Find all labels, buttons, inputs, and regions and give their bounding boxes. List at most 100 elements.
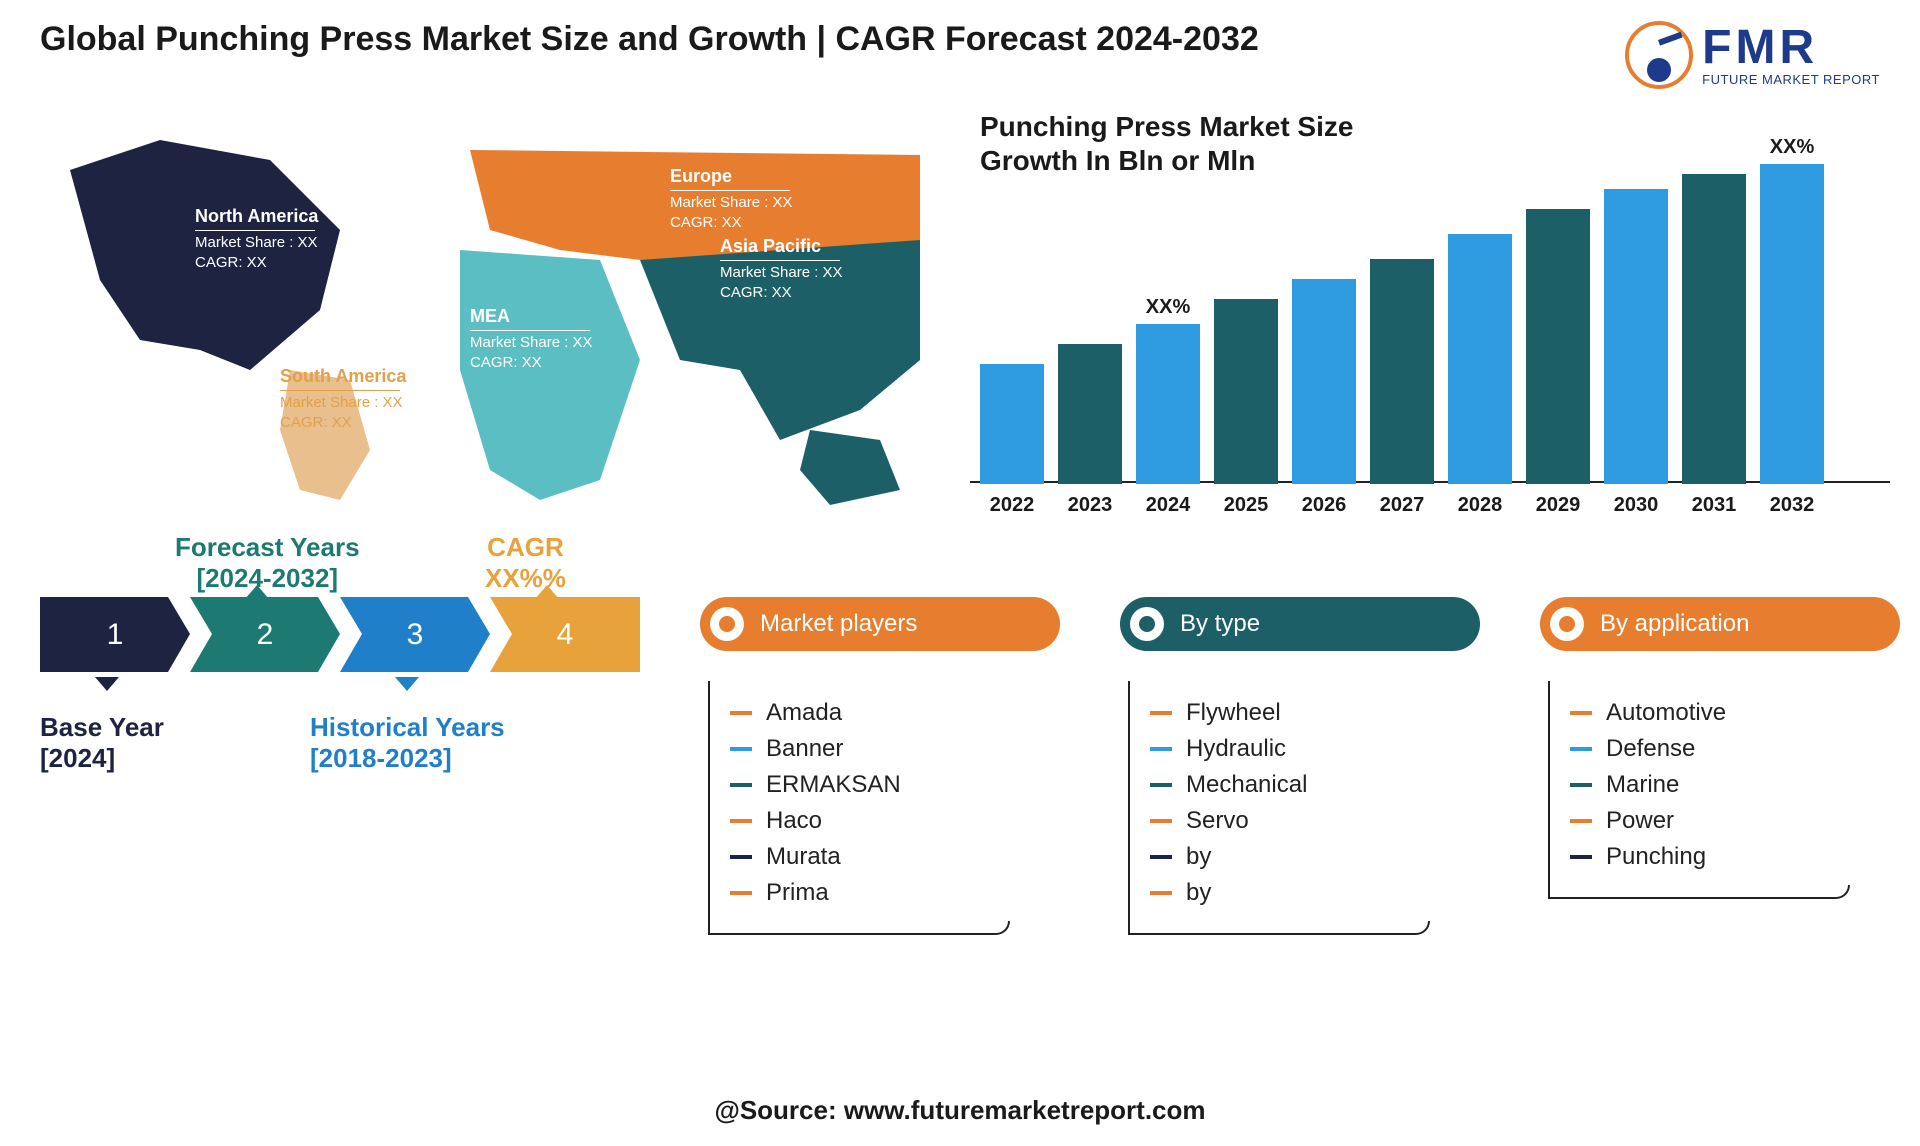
bullet-icon — [730, 855, 752, 859]
page-title: Global Punching Press Market Size and Gr… — [40, 20, 1259, 59]
list-item: Mechanical — [1150, 771, 1470, 799]
list-item: Banner — [730, 735, 1050, 763]
category-pill: Market players — [700, 597, 1060, 651]
pill-dot-icon — [710, 607, 744, 641]
list-item: Prima — [730, 879, 1050, 907]
bar-rect — [980, 364, 1044, 484]
region-cagr: CAGR: XX — [195, 254, 267, 271]
bar-2032: XX%2032 — [1760, 164, 1824, 517]
category-pill: By application — [1540, 597, 1900, 651]
region-name: North America — [195, 205, 318, 228]
world-map: North AmericaMarket Share : XXCAGR: XXSo… — [40, 110, 940, 510]
source-attribution: @Source: www.futuremarketreport.com — [0, 1095, 1920, 1126]
bullet-icon — [1150, 747, 1172, 751]
bar-year-label: 2023 — [1068, 494, 1113, 517]
bar-2031: 2031 — [1682, 174, 1746, 517]
bar-2025: 2025 — [1214, 299, 1278, 517]
bar-2029: 2029 — [1526, 209, 1590, 517]
region-cagr: CAGR: XX — [280, 414, 352, 431]
bar-chart: Punching Press Market Size Growth In Bln… — [980, 110, 1880, 517]
bar-rect — [1214, 299, 1278, 484]
timeline-step-number: 4 — [557, 618, 574, 652]
bar-2026: 2026 — [1292, 279, 1356, 517]
region-name: Europe — [670, 165, 793, 188]
logo-text: FMR — [1702, 24, 1880, 72]
bullet-icon — [1150, 891, 1172, 895]
list-item-text: Amada — [766, 699, 842, 727]
region-name: Asia Pacific — [720, 235, 843, 258]
bar-2023: 2023 — [1058, 344, 1122, 517]
list-item-text: by — [1186, 879, 1211, 907]
list-item-text: Haco — [766, 807, 822, 835]
bar-rect — [1526, 209, 1590, 484]
list-item-text: Banner — [766, 735, 843, 763]
category-title: By application — [1600, 610, 1749, 638]
fmr-logo-icon — [1624, 20, 1694, 90]
bullet-icon — [1570, 711, 1592, 715]
list-item: Murata — [730, 843, 1050, 871]
category-list: Flywheel Hydraulic Mechanical Servo by by — [1120, 681, 1480, 935]
bar-year-label: 2029 — [1536, 494, 1581, 517]
historical-label: Historical Years [2018-2023] — [310, 712, 505, 774]
region-share: Market Share : XX — [470, 334, 593, 351]
category-list: Amada Banner ERMAKSAN Haco Murata Prima — [700, 681, 1060, 935]
map-label-north-america: North America Market Share : XX CAGR: XX — [195, 205, 318, 272]
timeline-step-2: 2 — [190, 597, 340, 672]
bullet-icon — [1570, 747, 1592, 751]
bullet-icon — [1150, 783, 1172, 787]
category-title: Market players — [760, 610, 917, 638]
list-item: by — [1150, 879, 1470, 907]
region-cagr: CAGR: XX — [670, 214, 742, 231]
list-item: Power — [1570, 807, 1890, 835]
list-item: Hydraulic — [1150, 735, 1470, 763]
map-label-europe: EuropeMarket Share : XXCAGR: XX — [670, 165, 793, 232]
category-by-type: By type Flywheel Hydraulic Mechanical Servo b… — [1120, 597, 1480, 935]
map-label-south-america: South AmericaMarket Share : XXCAGR: XX — [280, 365, 406, 432]
bullet-icon — [730, 891, 752, 895]
bar-year-label: 2032 — [1770, 494, 1815, 517]
region-name: MEA — [470, 305, 593, 328]
bar-rect — [1058, 344, 1122, 484]
bullet-icon — [730, 747, 752, 751]
bullet-icon — [1150, 855, 1172, 859]
bar-year-label: 2030 — [1614, 494, 1659, 517]
list-item-text: by — [1186, 843, 1211, 871]
timeline-step-4: 4 — [490, 597, 640, 672]
list-item: ERMAKSAN — [730, 771, 1050, 799]
hist-pointer-icon — [395, 677, 419, 691]
map-label-asia-pacific: Asia PacificMarket Share : XXCAGR: XX — [720, 235, 843, 302]
timeline-step-number: 1 — [107, 618, 124, 652]
top-row: North AmericaMarket Share : XXCAGR: XXSo… — [40, 110, 1880, 517]
map-label-mea: MEA Market Share : XX CAGR: XX — [470, 305, 593, 372]
region-share: Market Share : XX — [195, 234, 318, 251]
list-item: Automotive — [1570, 699, 1890, 727]
bullet-icon — [730, 711, 752, 715]
bar-year-label: 2027 — [1380, 494, 1425, 517]
list-item-text: Defense — [1606, 735, 1695, 763]
category-title: By type — [1180, 610, 1260, 638]
region-cagr: CAGR: XX — [470, 354, 542, 371]
list-item: Defense — [1570, 735, 1890, 763]
list-item: Servo — [1150, 807, 1470, 835]
list-item-text: Flywheel — [1186, 699, 1281, 727]
bar-2028: 2028 — [1448, 234, 1512, 517]
pill-dot-icon — [1550, 607, 1584, 641]
bar-callout: XX% — [1146, 296, 1190, 319]
list-item: Flywheel — [1150, 699, 1470, 727]
list-item: Marine — [1570, 771, 1890, 799]
list-item: by — [1150, 843, 1470, 871]
bullet-icon — [1570, 783, 1592, 787]
bar-2030: 2030 — [1604, 189, 1668, 517]
bar-year-label: 2028 — [1458, 494, 1503, 517]
header: Global Punching Press Market Size and Gr… — [40, 20, 1880, 90]
list-item-text: Punching — [1606, 843, 1706, 871]
bar-year-label: 2024 — [1146, 494, 1191, 517]
timeline-step-3: 3 — [340, 597, 490, 672]
bar-rect — [1292, 279, 1356, 484]
list-item-text: Mechanical — [1186, 771, 1307, 799]
map-region-mea — [460, 250, 640, 500]
region-name: South America — [280, 365, 406, 388]
bar-rect — [1136, 324, 1200, 484]
timeline-step-1: 1 — [40, 597, 190, 672]
bottom-row: Forecast Years [2024-2032] CAGR XX%% 123… — [40, 597, 1880, 935]
